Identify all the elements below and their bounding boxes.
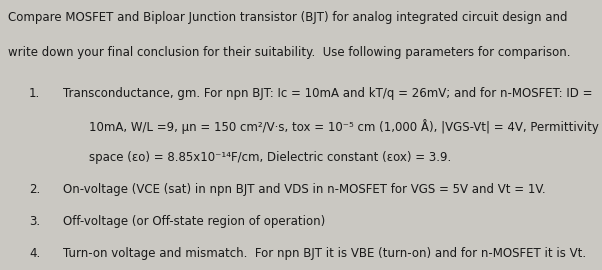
- Text: Turn-on voltage and mismatch.  For npn BJT it is VBE (turn-on) and for n-MOSFET : Turn-on voltage and mismatch. For npn BJ…: [63, 247, 586, 259]
- Text: Compare MOSFET and Biploar Junction transistor (BJT) for analog integrated circu: Compare MOSFET and Biploar Junction tran…: [8, 11, 567, 24]
- Text: On-voltage (VCE (sat) in npn BJT and VDS in n-MOSFET for VGS = 5V and Vt = 1V.: On-voltage (VCE (sat) in npn BJT and VDS…: [63, 183, 546, 196]
- Text: space (εo) = 8.85x10⁻¹⁴F/cm, Dielectric constant (εox) = 3.9.: space (εo) = 8.85x10⁻¹⁴F/cm, Dielectric …: [89, 151, 452, 164]
- Text: 10mA, W/L =9, μn = 150 cm²/V·s, tox = 10⁻⁵ cm (1,000 Å), |VGS-Vt| = 4V, Permitti: 10mA, W/L =9, μn = 150 cm²/V·s, tox = 10…: [89, 119, 602, 134]
- Text: 4.: 4.: [29, 247, 40, 259]
- Text: 2.: 2.: [29, 183, 40, 196]
- Text: Transconductance, gm. For npn BJT: Ic = 10mA and kT/q = 26mV; and for n-MOSFET: : Transconductance, gm. For npn BJT: Ic = …: [63, 87, 593, 100]
- Text: 3.: 3.: [29, 215, 40, 228]
- Text: Off-voltage (or Off-state region of operation): Off-voltage (or Off-state region of oper…: [63, 215, 326, 228]
- Text: write down your final conclusion for their suitability.  Use following parameter: write down your final conclusion for the…: [8, 46, 570, 59]
- Text: 1.: 1.: [29, 87, 40, 100]
